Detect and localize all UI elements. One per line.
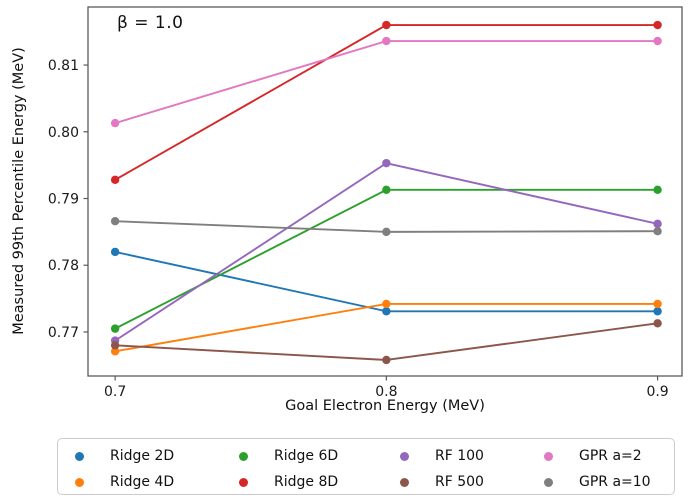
series-marker-gpr-a-2 [653, 36, 662, 46]
series-line-gpr-a-2 [114, 40, 659, 125]
y-tick-label: 0.80 [48, 125, 79, 141]
series-marker-ridge-2d [110, 247, 120, 257]
series-marker-rf-500 [382, 355, 391, 365]
legend-item-rf-500: RF 500 [400, 473, 484, 491]
series-marker-gpr-a-10 [653, 227, 662, 236]
legend-item-label: RF 500 [435, 474, 484, 490]
series-marker-ridge-8d [110, 175, 120, 185]
legend-marker-icon [239, 451, 248, 461]
y-tick-label: 0.79 [48, 192, 79, 208]
legend-item-label: Ridge 8D [274, 474, 339, 490]
series-marker-gpr-a-10 [110, 216, 120, 226]
series-marker-gpr-a-10 [382, 227, 391, 237]
legend-item-ridge-8d: Ridge 8D [239, 473, 338, 491]
legend-item-gpr-a-10: GPR a=10 [544, 473, 651, 491]
y-axis-label: Measured 99th Percentile Energy (MeV) [11, 47, 27, 335]
legend-item-label: RF 100 [435, 448, 484, 464]
x-tick-label: 0.7 [104, 384, 126, 400]
y-tick-label: 0.77 [48, 325, 79, 341]
series-marker-ridge-2d [653, 307, 662, 316]
series-marker-rf-100 [382, 158, 391, 168]
series-marker-ridge-8d [382, 20, 391, 30]
series-marker-ridge-6d [110, 324, 120, 333]
legend-marker-icon [75, 451, 84, 461]
legend-marker-icon [239, 477, 248, 487]
series-line-rf-500 [114, 322, 659, 361]
legend-item-ridge-6d: Ridge 6D [239, 447, 338, 465]
series-marker-rf-500 [110, 341, 120, 350]
series-marker-ridge-6d [382, 185, 391, 195]
legend-marker-icon [544, 451, 553, 461]
series-marker-ridge-4d [110, 347, 120, 356]
legend-item-gpr-a-2: GPR a=2 [544, 447, 642, 465]
series-line-ridge-8d [114, 24, 659, 181]
series-marker-ridge-8d [653, 20, 662, 30]
series-marker-rf-100 [653, 219, 662, 229]
series-marker-ridge-4d [653, 299, 662, 309]
series-marker-gpr-a-2 [110, 118, 120, 128]
x-tick-label: 0.8 [375, 384, 397, 400]
legend-marker-icon [75, 477, 84, 487]
x-axis-label: Goal Electron Energy (MeV) [285, 398, 485, 414]
axes-frame [87, 6, 683, 377]
series-marker-rf-500 [653, 319, 662, 328]
series-marker-gpr-a-2 [382, 36, 391, 46]
legend-item-label: Ridge 4D [110, 474, 175, 490]
y-tick-label: 0.78 [48, 258, 79, 274]
legend-item-label: GPR a=10 [579, 474, 651, 490]
legend-item-ridge-2d: Ridge 2D [75, 447, 174, 465]
y-tick-label: 0.81 [48, 58, 79, 74]
legend-marker-icon [400, 451, 409, 461]
plot-area: 0.7 0.8 0.9 0.77 0.78 0.79 0.80 0.81 [48, 6, 683, 400]
legend-item-ridge-4d: Ridge 4D [75, 473, 174, 491]
beta-annotation: β = 1.0 [117, 13, 184, 33]
legend-item-label: GPR a=2 [579, 448, 642, 464]
x-tick-label: 0.9 [646, 384, 668, 400]
legend: Ridge 2D Ridge 4D Ridge 6D Ridge 8D RF 100 RF… [57, 438, 675, 495]
series-marker-ridge-2d [382, 307, 391, 316]
legend-marker-icon [400, 477, 409, 487]
legend-item-label: Ridge 6D [274, 448, 339, 464]
legend-item-rf-100: RF 100 [400, 447, 484, 465]
series-marker-ridge-6d [653, 185, 662, 195]
series-marker-ridge-4d [382, 299, 391, 309]
legend-item-label: Ridge 2D [110, 448, 175, 464]
legend-marker-icon [544, 477, 553, 487]
